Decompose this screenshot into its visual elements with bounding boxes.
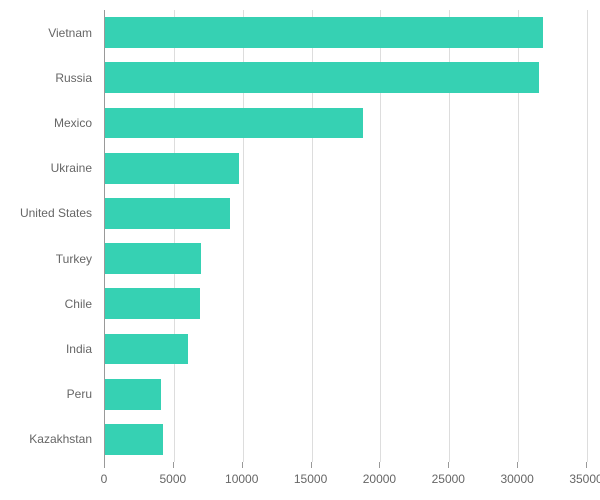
bar-rect (105, 334, 188, 365)
x-tick (379, 462, 380, 468)
bar-rect (105, 62, 539, 93)
bar-rect (105, 288, 200, 319)
y-tick-label: Vietnam (0, 26, 92, 40)
bar-rect (105, 17, 543, 48)
x-tick (311, 462, 312, 468)
y-tick-label: Russia (0, 71, 92, 85)
x-tick (104, 462, 105, 468)
bar (105, 379, 161, 410)
plot-area (104, 10, 586, 462)
x-tick (586, 462, 587, 468)
bar (105, 17, 543, 48)
y-tick-label: Chile (0, 297, 92, 311)
x-tick (517, 462, 518, 468)
y-tick-label: Kazakhstan (0, 432, 92, 446)
x-tick-label: 35000 (569, 472, 600, 486)
bar (105, 424, 163, 455)
bar-rect (105, 153, 239, 184)
x-tick (448, 462, 449, 468)
x-tick-label: 5000 (159, 472, 186, 486)
x-tick-label: 20000 (363, 472, 396, 486)
gridline (587, 10, 588, 462)
y-tick-label: Turkey (0, 252, 92, 266)
y-tick-label: India (0, 342, 92, 356)
y-tick-label: Ukraine (0, 161, 92, 175)
x-tick (173, 462, 174, 468)
y-tick-label: United States (0, 206, 92, 220)
bar (105, 334, 188, 365)
bar (105, 243, 201, 274)
x-tick-label: 15000 (294, 472, 327, 486)
bar (105, 153, 239, 184)
x-tick (242, 462, 243, 468)
bar (105, 62, 539, 93)
bar-chart: Vietnam Russia Mexico Ukraine United States T… (0, 0, 600, 500)
bar (105, 108, 363, 139)
bar-rect (105, 198, 230, 229)
x-tick-label: 30000 (500, 472, 533, 486)
x-tick-label: 10000 (225, 472, 258, 486)
y-tick-label: Mexico (0, 116, 92, 130)
y-tick-label: Peru (0, 387, 92, 401)
bar-rect (105, 379, 161, 410)
x-tick-label: 25000 (432, 472, 465, 486)
bar-rect (105, 424, 163, 455)
x-tick-label: 0 (101, 472, 108, 486)
bar (105, 288, 200, 319)
bar (105, 198, 230, 229)
bar-rect (105, 243, 201, 274)
bar-rect (105, 108, 363, 139)
